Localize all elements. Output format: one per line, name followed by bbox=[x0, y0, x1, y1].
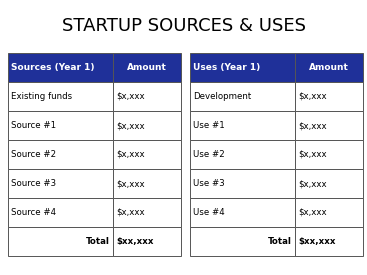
Polygon shape bbox=[8, 82, 113, 111]
Text: Uses (Year 1): Uses (Year 1) bbox=[193, 63, 260, 72]
Polygon shape bbox=[190, 82, 295, 111]
Text: Source #2: Source #2 bbox=[11, 150, 56, 159]
Polygon shape bbox=[295, 227, 363, 256]
Text: $xx,xxx: $xx,xxx bbox=[116, 237, 153, 246]
Polygon shape bbox=[8, 198, 113, 227]
Text: Source #1: Source #1 bbox=[11, 121, 56, 130]
Text: Use #3: Use #3 bbox=[193, 179, 225, 188]
Text: Use #2: Use #2 bbox=[193, 150, 225, 159]
Polygon shape bbox=[8, 53, 113, 82]
Polygon shape bbox=[190, 227, 295, 256]
Text: $x,xxx: $x,xxx bbox=[298, 92, 327, 101]
Polygon shape bbox=[190, 169, 295, 198]
Text: Source #4: Source #4 bbox=[11, 208, 56, 217]
Text: $xx,xxx: $xx,xxx bbox=[298, 237, 335, 246]
Polygon shape bbox=[8, 169, 113, 198]
Text: Total: Total bbox=[86, 237, 110, 246]
Text: Total: Total bbox=[268, 237, 292, 246]
Polygon shape bbox=[190, 140, 295, 169]
Polygon shape bbox=[190, 198, 295, 227]
Text: $x,xxx: $x,xxx bbox=[116, 92, 145, 101]
Polygon shape bbox=[8, 227, 113, 256]
Text: $x,xxx: $x,xxx bbox=[116, 179, 145, 188]
Polygon shape bbox=[190, 53, 295, 82]
Text: Amount: Amount bbox=[309, 63, 349, 72]
Text: $x,xxx: $x,xxx bbox=[116, 121, 145, 130]
Text: Use #1: Use #1 bbox=[193, 121, 225, 130]
Text: Amount: Amount bbox=[127, 63, 167, 72]
Polygon shape bbox=[113, 111, 181, 140]
Polygon shape bbox=[113, 198, 181, 227]
Polygon shape bbox=[295, 140, 363, 169]
Text: $x,xxx: $x,xxx bbox=[298, 121, 327, 130]
Text: $x,xxx: $x,xxx bbox=[298, 150, 327, 159]
Polygon shape bbox=[295, 53, 363, 82]
Polygon shape bbox=[113, 140, 181, 169]
Text: Existing funds: Existing funds bbox=[11, 92, 72, 101]
Text: $x,xxx: $x,xxx bbox=[298, 208, 327, 217]
Polygon shape bbox=[113, 227, 181, 256]
Text: Sources (Year 1): Sources (Year 1) bbox=[11, 63, 94, 72]
Text: $x,xxx: $x,xxx bbox=[116, 150, 145, 159]
Polygon shape bbox=[8, 140, 113, 169]
Polygon shape bbox=[113, 53, 181, 82]
Polygon shape bbox=[295, 169, 363, 198]
Polygon shape bbox=[113, 169, 181, 198]
Text: $x,xxx: $x,xxx bbox=[298, 179, 327, 188]
Polygon shape bbox=[295, 111, 363, 140]
Text: Development: Development bbox=[193, 92, 251, 101]
Polygon shape bbox=[295, 82, 363, 111]
Text: Use #4: Use #4 bbox=[193, 208, 225, 217]
Text: Source #3: Source #3 bbox=[11, 179, 56, 188]
Polygon shape bbox=[295, 198, 363, 227]
Text: $x,xxx: $x,xxx bbox=[116, 208, 145, 217]
Polygon shape bbox=[113, 82, 181, 111]
Text: STARTUP SOURCES & USES: STARTUP SOURCES & USES bbox=[62, 17, 305, 35]
Polygon shape bbox=[8, 111, 113, 140]
Polygon shape bbox=[190, 111, 295, 140]
